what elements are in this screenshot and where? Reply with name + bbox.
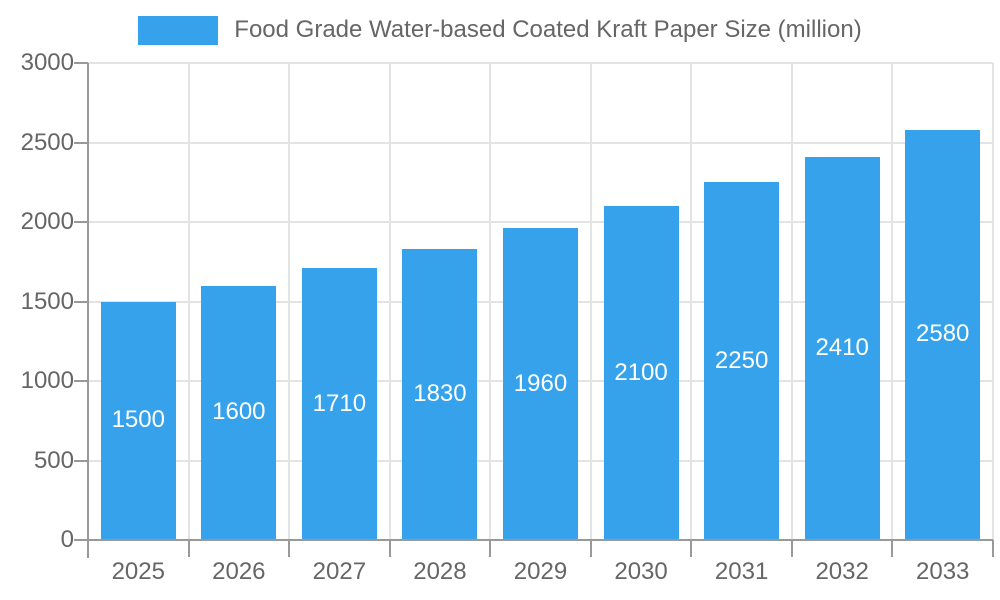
x-axis-tick-label: 2032 bbox=[815, 558, 869, 585]
x-axis-tick-label: 2025 bbox=[111, 558, 165, 585]
x-axis-tick bbox=[388, 540, 391, 557]
x-axis-tick bbox=[992, 540, 994, 557]
bar-2031[interactable]: 2250 bbox=[704, 182, 780, 539]
legend-label: Food Grade Water-based Coated Kraft Pape… bbox=[234, 16, 862, 43]
bar-2028[interactable]: 1830 bbox=[402, 249, 478, 539]
y-axis-tick-label: 500 bbox=[33, 446, 74, 474]
y-axis-line bbox=[87, 63, 89, 558]
y-axis-tick-label: 1500 bbox=[20, 287, 74, 315]
y-axis-tick-label: 3000 bbox=[20, 49, 74, 76]
bar-value-label: 2410 bbox=[815, 333, 869, 361]
x-axis-tick bbox=[891, 540, 894, 557]
y-axis-tick bbox=[74, 141, 88, 144]
x-axis-tick-label: 2027 bbox=[312, 558, 367, 585]
gridline-vertical bbox=[187, 63, 190, 540]
x-axis-line bbox=[74, 539, 993, 541]
gridline-vertical bbox=[690, 63, 693, 540]
gridline-vertical bbox=[589, 63, 592, 540]
y-axis-tick-label: 2500 bbox=[20, 128, 74, 156]
y-axis-tick-label: 0 bbox=[60, 526, 74, 553]
x-axis-tick bbox=[690, 540, 693, 557]
bar-value-label: 1600 bbox=[212, 398, 266, 426]
y-axis-tick bbox=[74, 62, 88, 64]
bar-2033[interactable]: 2580 bbox=[905, 129, 981, 539]
x-axis-tick bbox=[589, 540, 592, 557]
gridline-vertical bbox=[288, 63, 291, 540]
y-axis-tick bbox=[74, 539, 88, 541]
y-axis-tick-label: 1000 bbox=[20, 367, 74, 394]
gridline-vertical bbox=[790, 63, 793, 540]
bar-value-label: 2580 bbox=[916, 320, 970, 348]
x-axis-tick-label: 2030 bbox=[614, 558, 668, 585]
legend-item[interactable]: Food Grade Water-based Coated Kraft Pape… bbox=[0, 10, 1000, 50]
bar-2026[interactable]: 1600 bbox=[201, 285, 277, 539]
bar-2027[interactable]: 1710 bbox=[301, 268, 377, 539]
bar-value-label: 1500 bbox=[111, 406, 165, 434]
gridline-horizontal bbox=[88, 141, 993, 144]
y-axis-tick-label: 2000 bbox=[20, 208, 74, 235]
bar-2032[interactable]: 2410 bbox=[804, 156, 880, 539]
bar-value-label: 2100 bbox=[614, 358, 668, 386]
y-axis-tick bbox=[74, 459, 88, 462]
x-axis-tick bbox=[288, 540, 291, 557]
x-axis-tick-label: 2026 bbox=[212, 558, 266, 585]
legend-swatch bbox=[138, 15, 219, 45]
gridline-horizontal bbox=[88, 62, 993, 64]
gridline-vertical bbox=[992, 63, 994, 540]
x-axis-tick bbox=[790, 540, 793, 557]
x-axis-tick bbox=[187, 540, 190, 557]
bar-value-label: 2250 bbox=[714, 346, 769, 374]
bar-2029[interactable]: 1960 bbox=[503, 228, 578, 539]
bar-value-label: 1960 bbox=[513, 369, 568, 397]
bar-value-label: 1710 bbox=[312, 389, 367, 417]
y-axis-tick bbox=[74, 221, 88, 223]
y-axis-tick bbox=[74, 380, 88, 382]
x-axis-tick bbox=[489, 540, 492, 557]
x-axis-tick-label: 2031 bbox=[714, 558, 769, 585]
x-axis-tick-label: 2028 bbox=[413, 558, 467, 585]
bar-2030[interactable]: 2100 bbox=[603, 206, 679, 539]
gridline-vertical bbox=[891, 63, 894, 540]
gridline-vertical bbox=[388, 63, 391, 540]
gridline-horizontal bbox=[88, 221, 993, 223]
x-axis-tick-label: 2033 bbox=[916, 558, 970, 585]
y-axis-tick bbox=[74, 300, 88, 303]
gridline-vertical bbox=[489, 63, 492, 540]
bar-2025[interactable]: 1500 bbox=[100, 301, 176, 539]
bar-value-label: 1830 bbox=[413, 380, 467, 407]
x-axis-tick-label: 2029 bbox=[513, 558, 568, 585]
